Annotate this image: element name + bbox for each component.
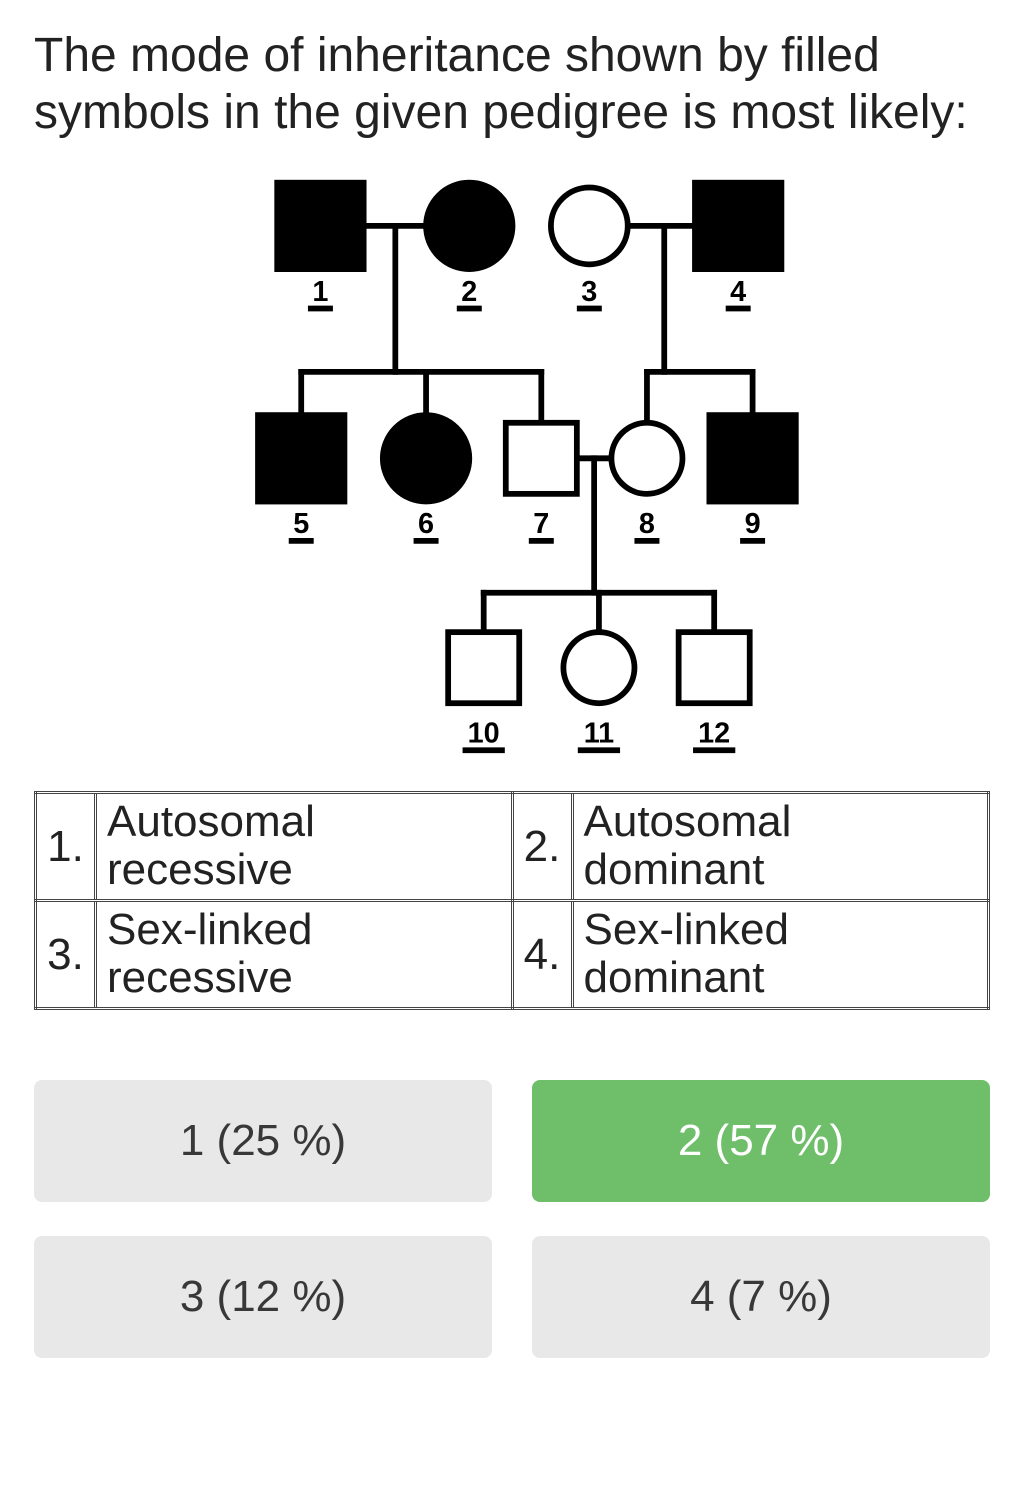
option-text: Autosomal dominant bbox=[574, 794, 988, 899]
answer-button-1[interactable]: 1 (25 %) bbox=[34, 1080, 492, 1202]
option-cell-3[interactable]: 3. Sex-linked recessive bbox=[36, 901, 513, 1009]
svg-text:6: 6 bbox=[418, 508, 434, 540]
pedigree-diagram: 123456789101112 bbox=[205, 151, 820, 781]
answer-button-3[interactable]: 3 (12 %) bbox=[34, 1236, 492, 1358]
svg-text:11: 11 bbox=[583, 718, 613, 750]
svg-text:8: 8 bbox=[638, 508, 654, 540]
option-cell-4[interactable]: 4. Sex-linked dominant bbox=[512, 901, 989, 1009]
svg-text:5: 5 bbox=[293, 508, 309, 540]
answer-buttons: 1 (25 %) 2 (57 %) 3 (12 %) 4 (7 %) bbox=[34, 1080, 990, 1358]
svg-text:3: 3 bbox=[581, 276, 597, 308]
svg-text:12: 12 bbox=[698, 718, 730, 750]
svg-text:7: 7 bbox=[533, 508, 549, 540]
option-cell-1[interactable]: 1. Autosomal recessive bbox=[36, 793, 513, 901]
answer-button-4[interactable]: 4 (7 %) bbox=[532, 1236, 990, 1358]
option-number: 4. bbox=[514, 902, 574, 1007]
question-text: The mode of inheritance shown by filled … bbox=[34, 28, 990, 141]
option-text: Sex-linked dominant bbox=[574, 902, 988, 1007]
option-number: 1. bbox=[37, 794, 97, 899]
svg-text:9: 9 bbox=[744, 508, 760, 540]
svg-text:2: 2 bbox=[461, 276, 477, 308]
svg-text:10: 10 bbox=[467, 718, 499, 750]
option-number: 3. bbox=[37, 902, 97, 1007]
answer-button-2[interactable]: 2 (57 %) bbox=[532, 1080, 990, 1202]
options-table: 1. Autosomal recessive 2. Autosomal domi… bbox=[34, 791, 990, 1010]
svg-text:4: 4 bbox=[730, 276, 746, 308]
option-cell-2[interactable]: 2. Autosomal dominant bbox=[512, 793, 989, 901]
option-text: Sex-linked recessive bbox=[97, 902, 511, 1007]
option-number: 2. bbox=[514, 794, 574, 899]
svg-text:1: 1 bbox=[312, 276, 328, 308]
option-text: Autosomal recessive bbox=[97, 794, 511, 899]
pedigree-svg: 123456789101112 bbox=[205, 151, 820, 781]
page: The mode of inheritance shown by filled … bbox=[0, 0, 1024, 1487]
